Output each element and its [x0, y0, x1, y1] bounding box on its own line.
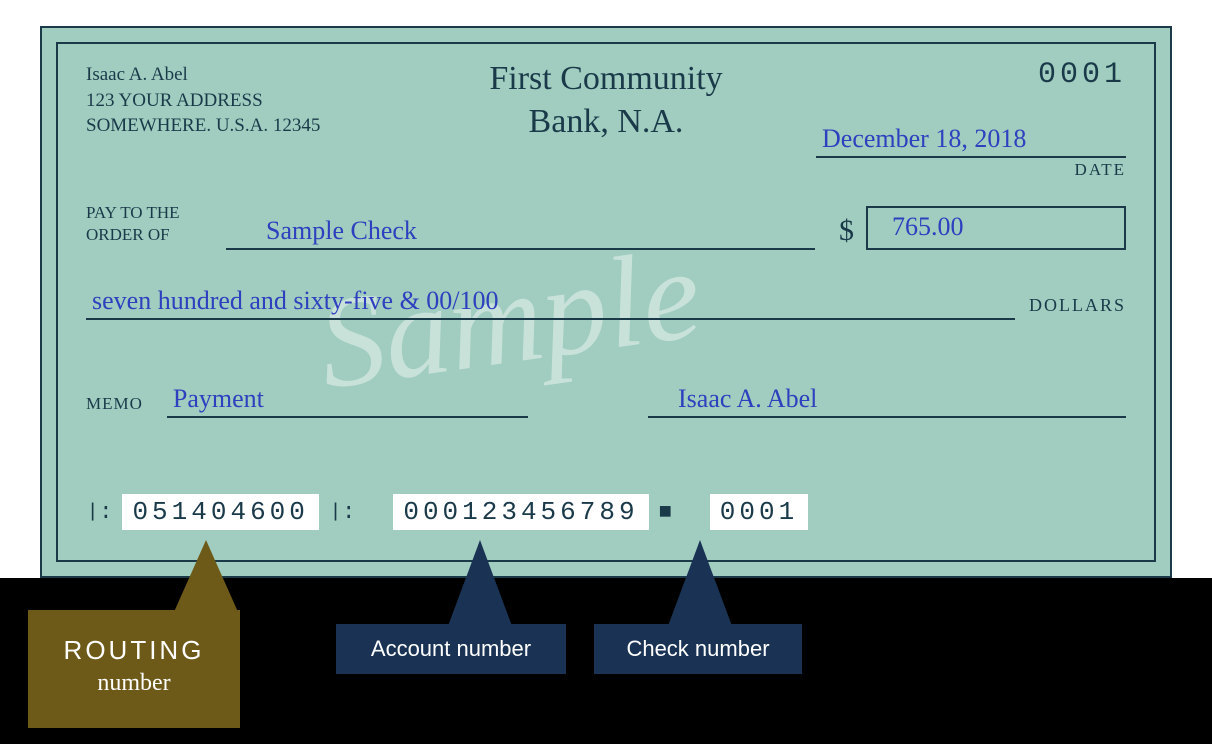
- micr-routing: 051404600: [122, 494, 318, 530]
- pay-to-label: PAY TO THE ORDER OF: [86, 202, 226, 250]
- dollar-sign: $: [839, 214, 854, 250]
- routing-callout-small: number: [28, 668, 240, 699]
- bank-name-line2: Bank, N.A.: [489, 101, 722, 144]
- micr-transit-symbol-right: ❘:: [329, 499, 355, 525]
- bank-name: First Community Bank, N.A.: [489, 58, 722, 143]
- check-number-top: 0001: [1038, 58, 1126, 92]
- payer-address-2: SOMEWHERE. U.S.A. 12345: [86, 113, 320, 139]
- routing-callout: ROUTING number: [28, 610, 240, 728]
- check-container: Sample Isaac A. Abel 123 YOUR ADDRESS SO…: [40, 26, 1172, 578]
- memo-label: MEMO: [86, 394, 143, 418]
- date-label: DATE: [816, 160, 1126, 180]
- check-inner-border: Sample Isaac A. Abel 123 YOUR ADDRESS SO…: [56, 42, 1156, 562]
- micr-transit-symbol-left: ❘:: [86, 499, 112, 525]
- bank-name-line1: First Community: [489, 58, 722, 101]
- payee-line: Sample Check: [226, 216, 815, 250]
- amount-words-row: seven hundred and sixty-five & 00/100 DO…: [86, 286, 1126, 320]
- payer-address-1: 123 YOUR ADDRESS: [86, 88, 320, 114]
- date-value: December 18, 2018: [816, 124, 1126, 158]
- micr-check-number: 0001: [710, 494, 808, 530]
- routing-callout-big: ROUTING: [28, 634, 240, 668]
- date-block: December 18, 2018 DATE: [816, 124, 1126, 180]
- micr-onus-symbol: ■: [659, 500, 672, 525]
- memo-signature-row: MEMO Payment Isaac A. Abel: [86, 384, 1126, 418]
- amount-box: 765.00: [866, 206, 1126, 250]
- micr-account: 000123456789: [393, 494, 648, 530]
- payer-name: Isaac A. Abel: [86, 62, 320, 88]
- account-callout: Account number: [336, 624, 566, 674]
- checknum-callout: Check number: [594, 624, 802, 674]
- memo-value: Payment: [167, 384, 528, 418]
- payer-block: Isaac A. Abel 123 YOUR ADDRESS SOMEWHERE…: [86, 62, 320, 139]
- memo-group: MEMO Payment: [86, 384, 528, 418]
- amount-words: seven hundred and sixty-five & 00/100: [86, 286, 1015, 320]
- pay-to-row: PAY TO THE ORDER OF Sample Check $ 765.0…: [86, 202, 1126, 250]
- dollars-label: DOLLARS: [1029, 295, 1126, 320]
- signature-line: Isaac A. Abel: [648, 384, 1126, 418]
- micr-row: ❘: 051404600 ❘: 000123456789 ■ 0001: [86, 494, 808, 530]
